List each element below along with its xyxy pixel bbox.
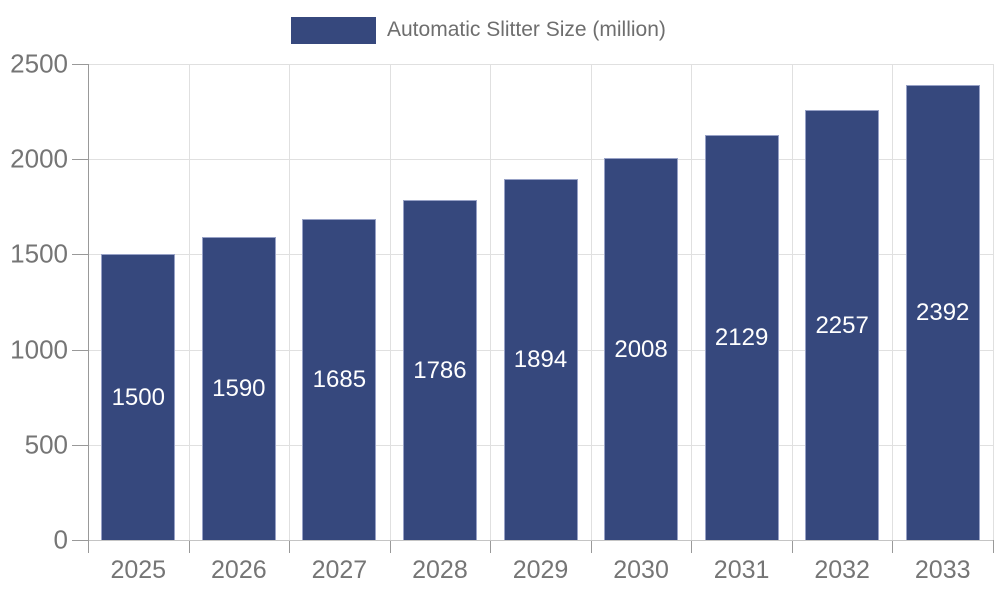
v-gridline <box>892 64 894 540</box>
v-gridline <box>188 64 190 540</box>
x-tick-label: 2028 <box>412 556 468 584</box>
x-tick-label: 2025 <box>110 556 167 584</box>
x-tick <box>892 540 894 553</box>
x-tick-label: 2027 <box>311 556 368 584</box>
x-tick-label: 2030 <box>613 556 669 584</box>
v-gridline <box>993 64 994 540</box>
bar: 1685 <box>302 219 377 540</box>
y-tick-label: 1000 <box>10 334 68 365</box>
bar-value-label: 1685 <box>312 366 367 393</box>
bar-value-label: 2129 <box>714 324 769 351</box>
x-tick <box>993 540 994 553</box>
v-gridline <box>490 64 492 540</box>
legend-label: Automatic Slitter Size (million) <box>387 18 666 41</box>
y-tick <box>72 349 88 351</box>
y-tick <box>72 254 88 256</box>
bar-value-label: 1590 <box>212 375 266 402</box>
plot-area: 1500 1590 1685 1786 1894 2008 2129 2257 2392 <box>72 64 994 553</box>
bar-value-label: 2392 <box>916 299 970 326</box>
x-tick <box>791 540 793 553</box>
x-axis-labels: 2025 2026 2027 2028 2029 2030 2031 2032 2033 <box>88 556 993 588</box>
y-tick-label: 2500 <box>10 48 68 79</box>
bar-value-label: 2008 <box>614 335 668 363</box>
bar: 1786 <box>402 200 477 540</box>
x-tick <box>691 540 693 553</box>
bar-value-label: 1894 <box>513 346 568 373</box>
v-gridline <box>590 64 592 540</box>
legend[interactable]: Automatic Slitter Size (million) <box>291 15 666 45</box>
x-tick <box>590 540 592 553</box>
legend-swatch-icon <box>291 16 376 44</box>
y-axis-line <box>88 64 89 553</box>
x-axis-line <box>88 540 993 541</box>
bar: 1500 <box>101 254 176 540</box>
bar: 2008 <box>604 158 679 540</box>
x-tick-label: 2031 <box>713 556 770 584</box>
y-tick-label: 500 <box>24 429 68 460</box>
x-tick-label: 2029 <box>512 556 569 584</box>
x-tick-label: 2033 <box>914 556 971 584</box>
h-gridline <box>88 159 993 161</box>
bar: 1590 <box>201 237 276 540</box>
bar-value-label: 1500 <box>111 383 165 411</box>
v-gridline <box>389 64 391 540</box>
y-tick <box>72 540 88 541</box>
y-tick <box>72 159 88 161</box>
bar: 2257 <box>805 110 880 540</box>
x-tick-label: 2032 <box>814 556 870 584</box>
v-gridline <box>791 64 793 540</box>
y-tick <box>72 444 88 446</box>
h-gridline <box>88 64 993 65</box>
x-tick-label: 2026 <box>211 556 267 584</box>
bar: 2129 <box>704 135 779 540</box>
v-gridline <box>691 64 693 540</box>
x-tick <box>389 540 391 553</box>
y-tick-label: 2000 <box>10 143 68 174</box>
y-axis-labels: 0 500 1000 1500 2000 2500 <box>0 49 68 555</box>
y-tick <box>72 64 88 65</box>
x-tick <box>188 540 190 553</box>
bar: 1894 <box>503 179 578 540</box>
v-gridline <box>289 64 291 540</box>
y-tick-label: 0 <box>53 524 68 555</box>
y-tick-label: 1500 <box>10 238 68 269</box>
x-tick <box>490 540 492 553</box>
x-tick <box>289 540 291 553</box>
bar-value-label: 1786 <box>413 356 467 384</box>
bar: 2392 <box>905 85 980 540</box>
bar-value-label: 2257 <box>815 311 869 339</box>
